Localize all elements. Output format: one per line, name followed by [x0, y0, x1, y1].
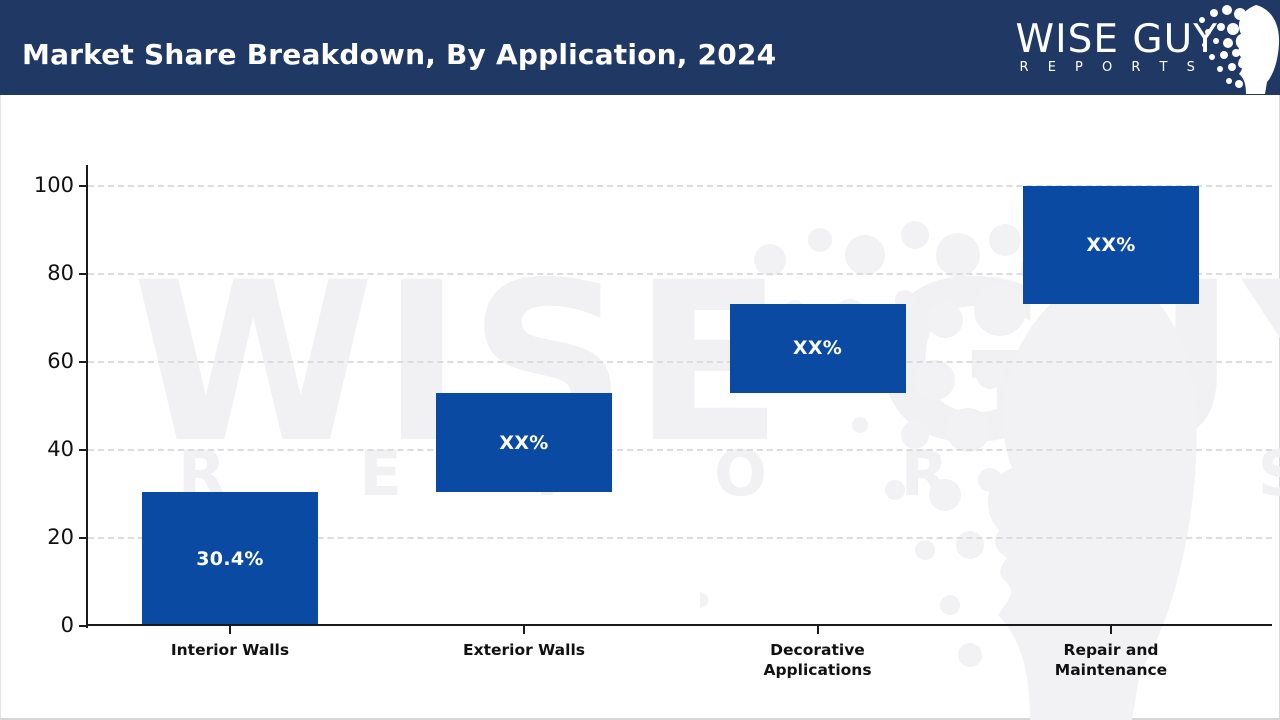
- gridline-60: [88, 361, 1272, 363]
- y-tick-label-60: 60: [47, 349, 74, 373]
- logo-text-line1: WISE GUY: [1015, 17, 1218, 62]
- x-axis-label-exterior-walls: Exterior Walls: [414, 640, 634, 660]
- x-axis-line: [86, 624, 1272, 626]
- y-tick-mark-100: [79, 185, 87, 187]
- y-tick-mark-20: [79, 537, 87, 539]
- logo-wordmark: WISE GUY R E P O R T S: [1015, 17, 1218, 76]
- bar-label-exterior-walls: XX%: [499, 431, 549, 454]
- gridline-80: [88, 273, 1272, 275]
- y-tick-mark-80: [79, 273, 87, 275]
- x-axis-label-line: Exterior Walls: [462, 641, 585, 659]
- bar-label-interior-walls: 30.4%: [196, 548, 264, 571]
- logo-face-dots-icon: [1199, 5, 1280, 94]
- wiseguy-logo: WISE GUY R E P O R T S: [1016, 0, 1280, 95]
- plot-area: WISE GUY R E P O R T S 30.4%XX%XX%XX%: [0, 95, 1280, 720]
- bar-exterior-walls: XX%: [436, 392, 612, 493]
- x-axis-label-line: Decorative: [770, 641, 865, 659]
- y-tick-label-100: 100: [33, 173, 74, 197]
- x-axis-label-line: Repair and: [1063, 641, 1159, 659]
- x-axis-label-repair-and-maintenance: Repair and Maintenance: [1001, 640, 1221, 680]
- x-tick-mark-decorative-applications: [816, 626, 819, 634]
- y-tick-mark-0: [79, 625, 87, 627]
- x-axis-label-line: Maintenance: [1054, 661, 1168, 679]
- x-axis-label-interior-walls: Interior Walls: [120, 640, 340, 660]
- gridline-20: [88, 537, 1272, 539]
- x-tick-mark-repair-and-maintenance: [1110, 626, 1112, 634]
- logo-text-line2: R E P O R T S: [1019, 60, 1203, 75]
- bar-label-repair-and-maintenance: XX%: [1086, 233, 1136, 256]
- x-tick-mark-interior-walls: [229, 626, 231, 634]
- bar-label-decorative-applications: XX%: [792, 337, 843, 360]
- x-axis-label-decorative-applications: Decorative Applications: [708, 640, 928, 680]
- bar-decorative-applications: XX%: [729, 303, 906, 393]
- chart-title: Market Share Breakdown, By Application, …: [22, 38, 777, 71]
- gridline-40: [88, 449, 1272, 451]
- y-axis-line: [86, 165, 88, 628]
- header: Market Share Breakdown, By Application, …: [0, 0, 1280, 95]
- x-tick-mark-exterior-walls: [523, 626, 525, 634]
- watermark-face-dots: [700, 221, 1197, 720]
- bar-interior-walls: 30.4%: [142, 492, 318, 626]
- y-tick-mark-60: [79, 361, 87, 363]
- y-tick-label-20: 20: [47, 525, 74, 549]
- y-tick-label-0: 0: [60, 613, 74, 637]
- y-tick-label-80: 80: [47, 261, 74, 285]
- x-axis-label-line: Applications: [763, 661, 872, 679]
- y-tick-label-40: 40: [47, 437, 74, 461]
- bar-repair-and-maintenance: XX%: [1023, 186, 1199, 304]
- gridline-100: [88, 185, 1272, 187]
- y-tick-mark-40: [79, 449, 87, 451]
- x-axis-label-line: Interior Walls: [170, 641, 290, 659]
